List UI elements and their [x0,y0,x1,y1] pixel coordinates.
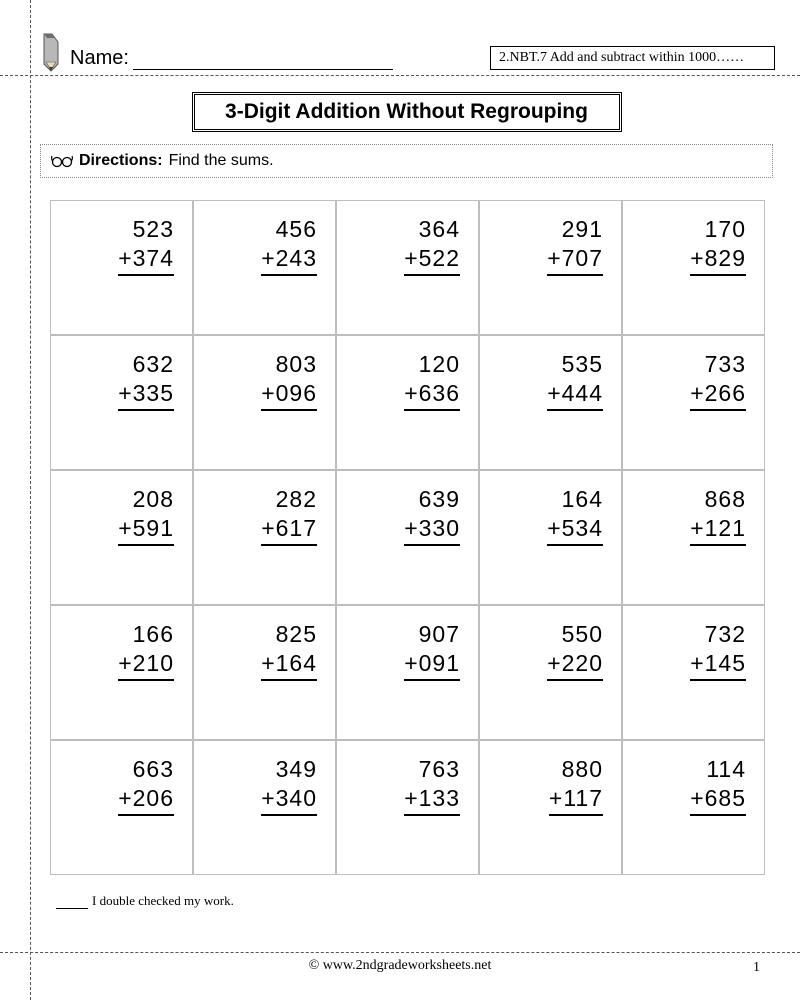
directions-box: Directions: Find the sums. [40,144,773,178]
addend-top: 535 [562,350,603,379]
problem-cell: 535+444 [479,335,622,470]
problem-cell: 825+164 [193,605,336,740]
directions-label: Directions: [79,152,163,170]
addend-top: 803 [276,350,317,379]
problem-cell: 282+617 [193,470,336,605]
header: Name: 2.NBT.7 Add and subtract within 10… [38,12,775,70]
problem-cell: 732+145 [622,605,765,740]
addend-top: 663 [133,755,174,784]
problem-cell: 114+685 [622,740,765,875]
addend-bottom: +330 [404,514,460,546]
problem-cell: 663+206 [50,740,193,875]
problem-cell: 364+522 [336,200,479,335]
name-blank-line[interactable] [133,52,393,70]
addend-bottom: +707 [547,244,603,276]
addend-top: 164 [562,485,603,514]
addend-bottom: +220 [547,649,603,681]
addend-top: 349 [276,755,317,784]
addend-top: 208 [133,485,174,514]
addend-bottom: +444 [547,379,603,411]
addend-bottom: +534 [547,514,603,546]
addend-top: 364 [419,215,460,244]
problem-grid: 523+374456+243364+522291+707170+829632+3… [50,200,765,875]
addend-bottom: +636 [404,379,460,411]
self-check-line: I double checked my work. [56,893,775,909]
problem-cell: 349+340 [193,740,336,875]
addend-top: 166 [133,620,174,649]
problem-cell: 164+534 [479,470,622,605]
addend-top: 523 [133,215,174,244]
name-label: Name: [70,47,129,70]
addend-bottom: +145 [690,649,746,681]
addend-top: 114 [706,755,746,784]
problem-cell: 170+829 [622,200,765,335]
problem-cell: 456+243 [193,200,336,335]
standard-box: 2.NBT.7 Add and subtract within 1000…… [490,46,775,70]
addend-top: 632 [133,350,174,379]
page-number: 1 [753,960,760,976]
check-blank[interactable] [56,899,88,909]
addend-top: 639 [419,485,460,514]
addend-top: 550 [562,620,603,649]
addend-top: 170 [705,215,746,244]
addend-top: 456 [276,215,317,244]
problem-cell: 868+121 [622,470,765,605]
pencil-icon [38,32,64,72]
problem-cell: 803+096 [193,335,336,470]
problem-cell: 550+220 [479,605,622,740]
addend-bottom: +096 [261,379,317,411]
addend-bottom: +374 [118,244,174,276]
problem-cell: 166+210 [50,605,193,740]
addend-top: 732 [705,620,746,649]
worksheet-title: 3-Digit Addition Without Regrouping [192,92,622,132]
addend-bottom: +133 [404,784,460,816]
addend-top: 291 [562,215,603,244]
addend-bottom: +335 [118,379,174,411]
addend-top: 120 [419,350,460,379]
addend-bottom: +340 [261,784,317,816]
footer-copyright: © www.2ndgradeworksheets.net [0,958,800,974]
addend-top: 733 [705,350,746,379]
addend-bottom: +210 [118,649,174,681]
worksheet-page: Name: 2.NBT.7 Add and subtract within 10… [0,0,800,1000]
addend-top: 763 [419,755,460,784]
addend-bottom: +091 [404,649,460,681]
addend-bottom: +206 [118,784,174,816]
addend-top: 880 [562,755,603,784]
addend-bottom: +829 [690,244,746,276]
check-text: I double checked my work. [92,893,234,909]
problem-cell: 907+091 [336,605,479,740]
problem-cell: 733+266 [622,335,765,470]
addend-bottom: +164 [261,649,317,681]
addend-bottom: +266 [690,379,746,411]
addend-top: 868 [705,485,746,514]
problem-cell: 120+636 [336,335,479,470]
directions-text: Find the sums. [169,152,274,170]
addend-top: 825 [276,620,317,649]
addend-bottom: +617 [261,514,317,546]
problem-cell: 763+133 [336,740,479,875]
addend-bottom: +121 [690,514,746,546]
problem-cell: 208+591 [50,470,193,605]
problem-cell: 880+117 [479,740,622,875]
glasses-icon [51,154,73,168]
addend-bottom: +591 [118,514,174,546]
name-field: Name: [38,32,393,70]
problem-cell: 291+707 [479,200,622,335]
addend-bottom: +117 [549,784,603,816]
problem-cell: 523+374 [50,200,193,335]
addend-top: 907 [419,620,460,649]
addend-top: 282 [276,485,317,514]
addend-bottom: +685 [690,784,746,816]
addend-bottom: +243 [261,244,317,276]
problem-cell: 632+335 [50,335,193,470]
addend-bottom: +522 [404,244,460,276]
problem-cell: 639+330 [336,470,479,605]
